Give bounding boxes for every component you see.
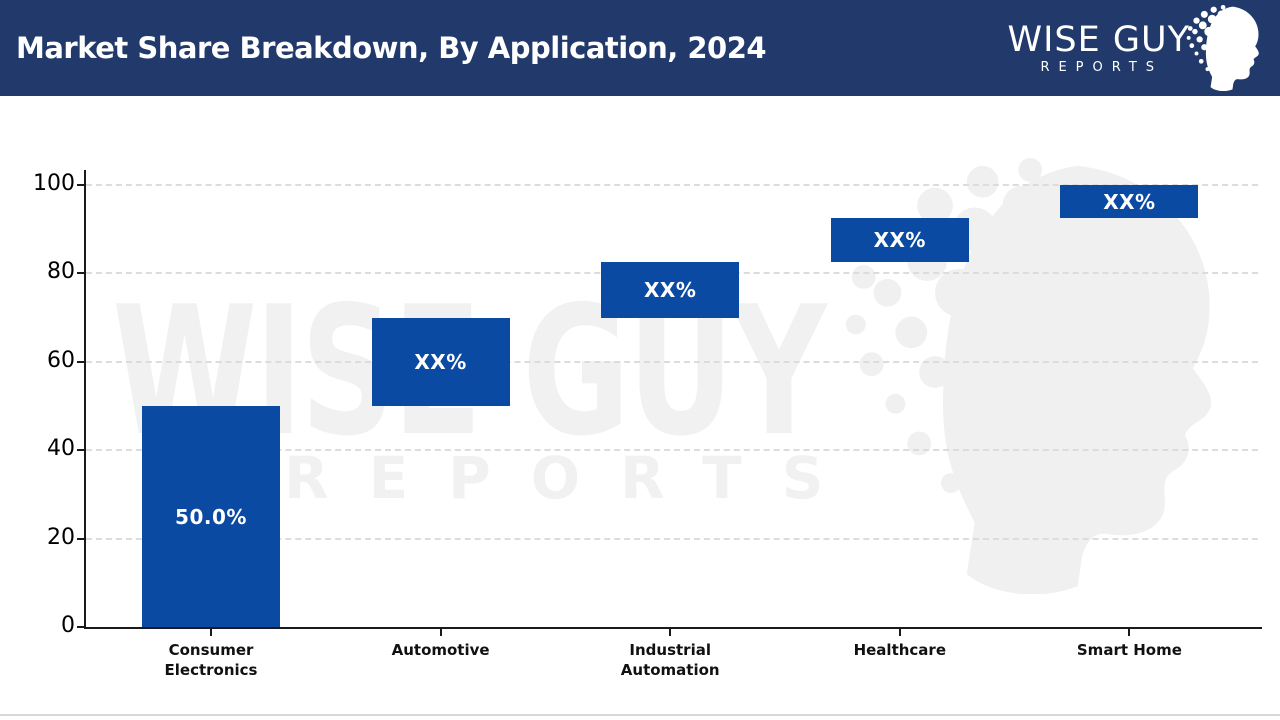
brand-face-icon xyxy=(1184,5,1270,91)
watermark-brand-subname: REPORTS xyxy=(284,444,864,512)
bar-healthcare: XX% xyxy=(830,218,969,263)
y-tick-label: 60 xyxy=(47,347,75,373)
brand-logo-text: WISE GUY REPORTS xyxy=(1007,22,1190,75)
bar-value-label: 50.0% xyxy=(175,504,247,529)
y-tick-label: 0 xyxy=(61,613,75,638)
x-tick-mark xyxy=(210,629,212,636)
y-tick-mark xyxy=(77,626,85,628)
brand-name: WISE GUY xyxy=(1007,19,1190,60)
x-tick-mark xyxy=(898,629,901,636)
y-tick-mark xyxy=(77,537,85,540)
footer-divider xyxy=(0,714,1280,716)
y-tick-mark xyxy=(77,272,85,275)
y-tick-mark xyxy=(77,184,85,186)
x-category-label: Automotive xyxy=(391,641,490,659)
page-title: Market Share Breakdown, By Application, … xyxy=(16,31,767,65)
bar-automotive: XX% xyxy=(371,317,510,406)
bar-consumer-electronics: 50.0% xyxy=(142,406,280,627)
bar-value-label: XX% xyxy=(414,349,467,374)
brand-logo: WISE GUY REPORTS xyxy=(1007,4,1270,92)
chart-area: WISE GUY REPORTS 0 20 40 60 80 100 50.0% XX% XX%… xyxy=(0,96,1280,720)
y-tick-label: 80 xyxy=(47,259,75,285)
x-tick-mark xyxy=(669,629,672,636)
x-category-label: Healthcare xyxy=(853,641,947,659)
y-gridline xyxy=(86,537,1258,540)
x-tick-mark xyxy=(1128,629,1131,636)
x-category-label: Industrial Automation xyxy=(620,641,720,679)
y-axis-line xyxy=(84,170,86,629)
y-gridline xyxy=(86,360,1258,363)
y-tick-label: 100 xyxy=(33,171,75,196)
x-tick-mark xyxy=(439,629,442,636)
header-bar: Market Share Breakdown, By Application, … xyxy=(0,0,1280,96)
y-gridline xyxy=(86,184,1258,186)
y-gridline xyxy=(86,449,1258,452)
x-category-label: Smart Home xyxy=(1076,641,1182,659)
bar-value-label: XX% xyxy=(1103,189,1156,214)
bar-value-label: XX% xyxy=(873,228,926,253)
x-category-label: Consumer Electronics xyxy=(164,641,258,679)
bar-industrial-automation: XX% xyxy=(601,262,740,318)
bar-value-label: XX% xyxy=(643,277,697,302)
y-tick-label: 40 xyxy=(47,436,75,462)
y-tick-mark xyxy=(77,449,85,452)
bar-smart-home: XX% xyxy=(1060,185,1199,219)
brand-subname: REPORTS xyxy=(1040,59,1164,75)
y-tick-label: 20 xyxy=(47,524,75,550)
y-tick-mark xyxy=(77,360,85,363)
x-axis-line xyxy=(84,627,1262,629)
